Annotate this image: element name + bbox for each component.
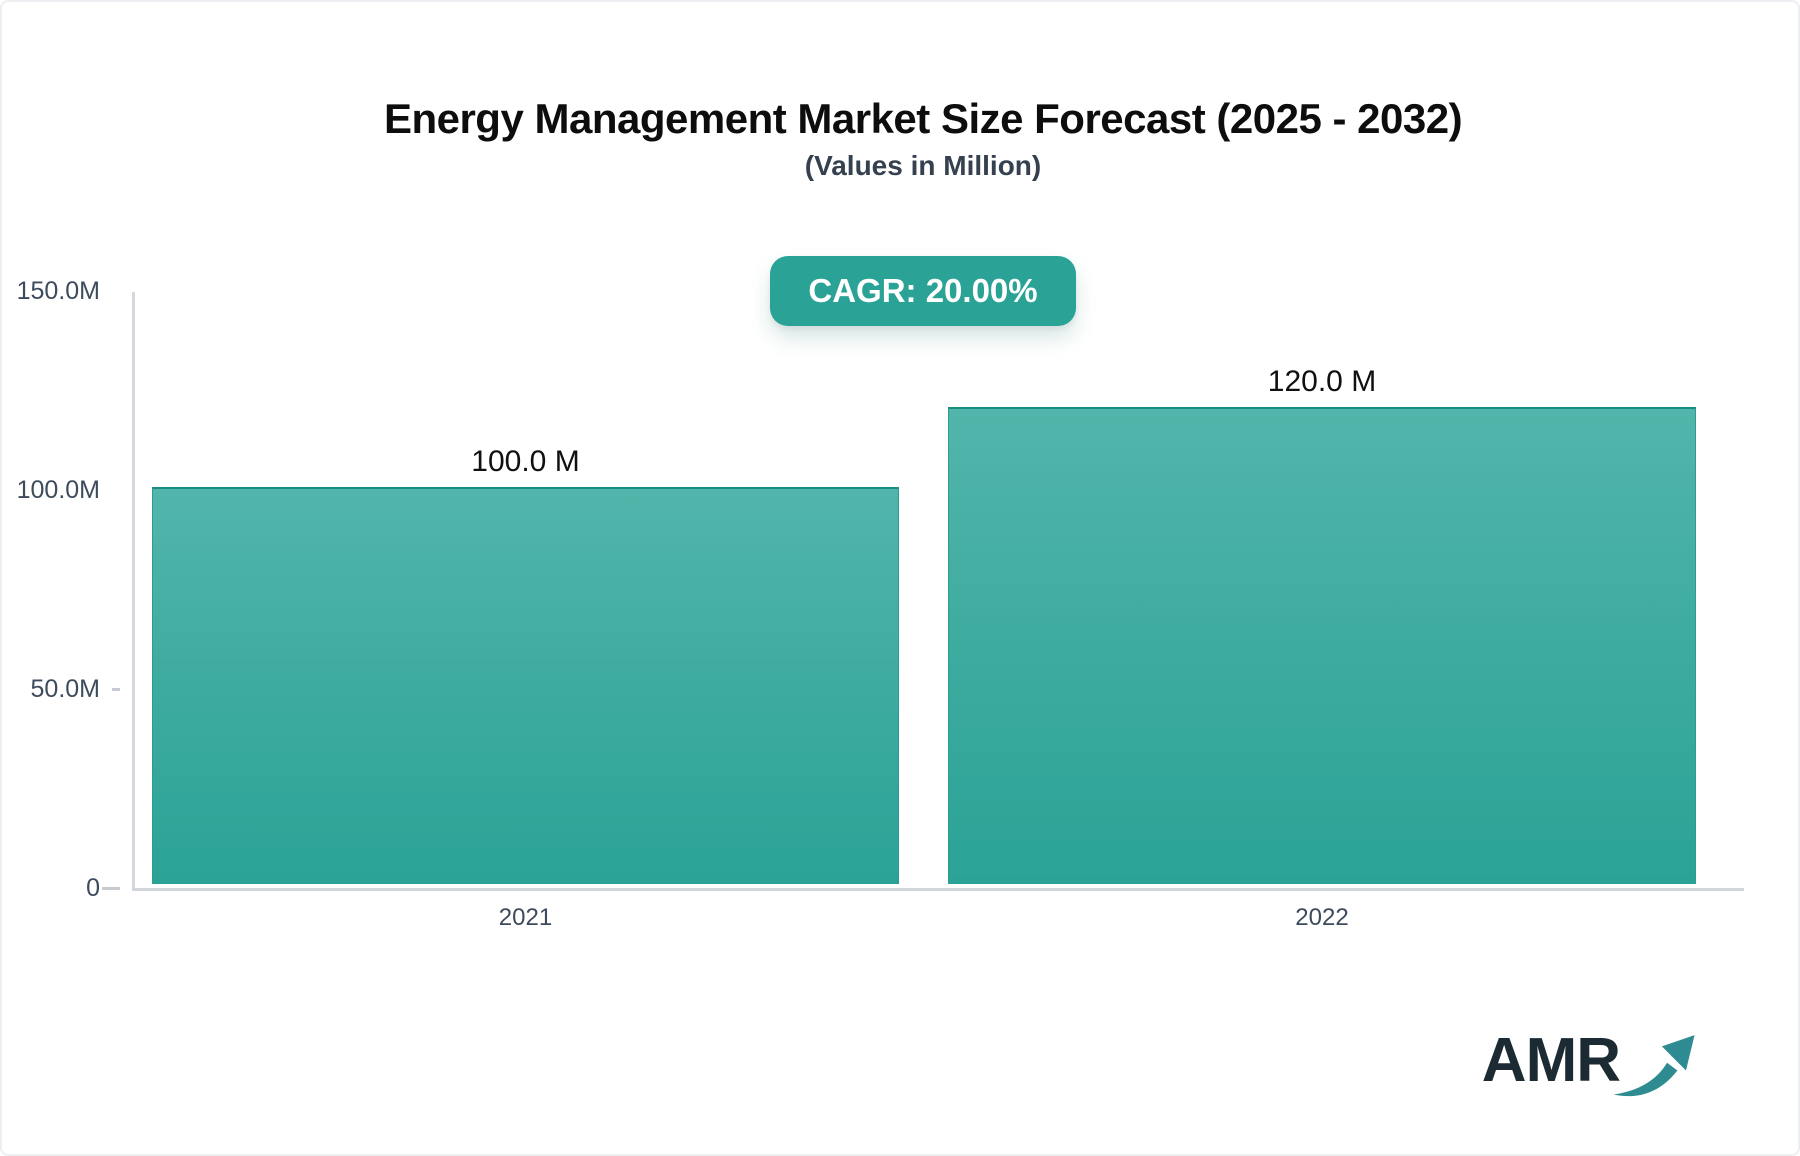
- y-tick-dash-0: [102, 887, 120, 890]
- x-axis-baseline: [132, 888, 1744, 891]
- bar-value-label-2021: 100.0 M: [471, 444, 580, 478]
- cagr-badge: CAGR: 20.00%: [770, 256, 1076, 326]
- bar-2021: [152, 486, 899, 884]
- y-axis-label-150m: 150.0M: [16, 277, 100, 305]
- chart-subtitle: (Values in Million): [804, 150, 1042, 181]
- bar-value-label-2022: 120.0 M: [1267, 365, 1377, 399]
- y-tick-dash-50m: [112, 688, 120, 691]
- amr-logo-text: AMR: [1481, 1026, 1621, 1095]
- amr-logo: AMR: [1482, 1030, 1698, 1120]
- chart-title: Energy Management Market Size Forecast (…: [383, 95, 1463, 142]
- y-axis-line: [132, 292, 135, 891]
- x-axis-label-2021: 2021: [498, 904, 553, 931]
- x-axis-label-2022: 2022: [1295, 904, 1349, 931]
- cagr-badge-row: CAGR: 20.00%: [48, 256, 1798, 326]
- y-axis-label-0: 0: [86, 874, 100, 902]
- y-axis-label-100m: 100.0M: [16, 476, 100, 504]
- y-axis-label-50m: 50.0M: [30, 675, 100, 703]
- growth-arrow-icon: [1613, 1035, 1695, 1097]
- bar-2022: [948, 407, 1696, 884]
